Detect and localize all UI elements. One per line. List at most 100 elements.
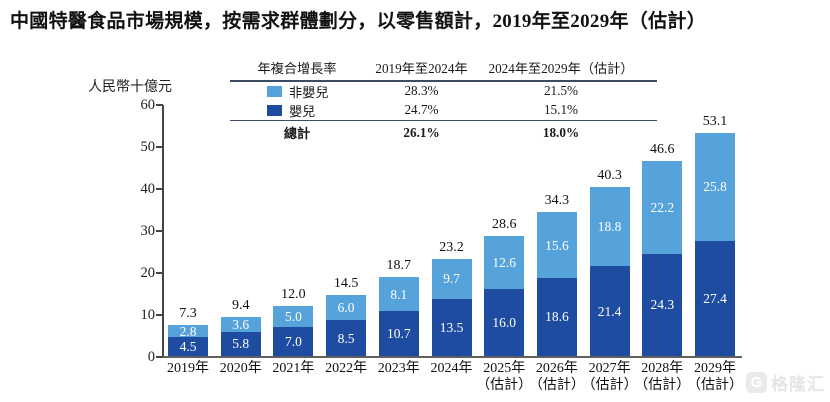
bar-segment-infant <box>695 240 735 356</box>
x-axis-label: 2022年 <box>325 361 368 376</box>
y-tick-label: 50 <box>140 139 156 155</box>
cagr-value: 15.1% <box>543 102 579 118</box>
x-axis-label: 2027年 （估計） <box>581 361 638 393</box>
bar-segment-infant <box>378 311 419 356</box>
total-value-label: 18.7 <box>386 258 412 274</box>
cagr-row-infant: 嬰兒 24.7% 15.1% <box>230 101 657 120</box>
x-axis-label: 2021年 <box>272 361 315 376</box>
segment-value-label-non-infant: 6.0 <box>337 300 355 316</box>
segment-value-label-infant: 4.5 <box>179 339 197 355</box>
legend-swatch-non-infant-icon <box>267 85 282 97</box>
segment-value-label-infant: 13.5 <box>439 320 464 336</box>
segment-value-label-non-infant: 9.7 <box>443 271 460 287</box>
y-tick-mark <box>156 356 163 358</box>
cagr-header-2024-2029: 2024年至2029年（估計） <box>488 61 634 76</box>
legend-item-infant: 嬰兒 <box>230 101 364 120</box>
cagr-table: 年複合增長率 2019年至2024年 2024年至2029年（估計） 非嬰兒 2… <box>230 55 657 144</box>
x-axis-label: 2028年 （估計） <box>634 361 691 393</box>
bar-segment-non-infant <box>536 212 577 278</box>
segment-value-label-infant: 21.4 <box>597 303 622 319</box>
bar-segment-infant <box>642 253 683 356</box>
y-tick-mark <box>156 314 163 316</box>
bar-segment-non-infant <box>695 132 735 241</box>
x-axis-label: 2025年 （估計） <box>476 361 533 393</box>
legend-label-infant: 嬰兒 <box>289 103 316 119</box>
total-value-label: 7.3 <box>179 306 197 322</box>
x-axis-label: 2020年 <box>219 361 262 376</box>
bar-segment-non-infant <box>220 316 261 332</box>
cagr-row-non-infant: 非嬰兒 28.3% 21.5% <box>230 82 657 101</box>
segment-value-label-infant: 5.8 <box>232 336 250 352</box>
total-value-label: 40.3 <box>597 168 622 184</box>
segment-value-label-infant: 8.5 <box>337 330 355 346</box>
total-value-label: 34.3 <box>544 193 570 209</box>
segment-value-label-infant: 10.7 <box>386 326 411 342</box>
bar-segment-non-infant <box>273 305 314 327</box>
bar-segment-infant <box>589 266 630 356</box>
y-tick-label: 10 <box>140 307 156 323</box>
total-value-label: 46.6 <box>650 141 675 157</box>
bar-segment-non-infant <box>642 160 683 254</box>
segment-value-label-infant: 18.6 <box>545 309 569 325</box>
segment-value-label-infant: 27.4 <box>703 290 727 306</box>
y-axis-unit-label: 人民幣十億元 <box>88 80 172 95</box>
total-value-label: 53.1 <box>702 113 728 129</box>
segment-value-label-non-infant: 22.2 <box>650 199 675 215</box>
bar-segment-infant <box>168 337 208 356</box>
table-rule-bottom <box>230 119 657 122</box>
x-axis-label: 2024年 <box>430 361 473 376</box>
bar-segment-infant <box>273 326 314 356</box>
bar-segment-non-infant <box>378 277 419 312</box>
y-tick-label: 40 <box>140 181 156 197</box>
total-value-label: 28.6 <box>491 216 517 232</box>
segment-value-label-non-infant: 8.1 <box>390 286 408 302</box>
x-axis-label: 2026年 （估計） <box>528 361 585 393</box>
x-axis-line <box>163 355 742 358</box>
y-tick-mark <box>156 230 163 232</box>
segment-value-label-infant: 16.0 <box>492 314 516 330</box>
legend-label-non-infant: 非嬰兒 <box>289 84 329 100</box>
segment-value-label-non-infant: 3.6 <box>232 316 250 332</box>
y-tick-mark <box>156 272 163 274</box>
total-value-label: 12.0 <box>281 286 306 302</box>
segment-value-label-infant: 7.0 <box>284 333 302 349</box>
x-axis-label: 2019年 <box>167 361 209 376</box>
cagr-value: 28.3% <box>404 83 439 99</box>
total-value-label: 23.2 <box>439 239 464 255</box>
y-tick-mark <box>156 104 163 106</box>
cagr-header-metric: 年複合增長率 <box>257 61 337 76</box>
table-rule-top <box>230 80 657 82</box>
segment-value-label-infant: 24.3 <box>650 297 675 313</box>
y-tick-label: 0 <box>147 349 155 365</box>
gelonghui-watermark: G 格隆汇 <box>746 370 825 395</box>
cagr-value: 24.7% <box>404 102 439 118</box>
x-axis-label: 2029年 （估計） <box>687 361 743 393</box>
bar-segment-infant <box>484 288 525 356</box>
total-row-label: 總計 <box>283 126 311 142</box>
cagr-value: 21.5% <box>543 83 579 99</box>
y-tick-mark <box>156 146 163 148</box>
bar-segment-non-infant <box>326 295 367 321</box>
y-tick-label: 60 <box>140 97 156 113</box>
cagr-row-total: 總計 26.1% 18.0% <box>230 121 657 144</box>
bar-segment-non-infant <box>431 258 472 300</box>
bar-segment-infant <box>431 299 472 356</box>
y-tick-label: 30 <box>140 223 156 239</box>
total-value-label: 14.5 <box>333 276 359 292</box>
legend-swatch-infant-icon <box>267 104 282 116</box>
bar-segment-infant <box>326 320 367 356</box>
bar-segment-non-infant <box>168 325 208 338</box>
cagr-table-header-row: 年複合增長率 2019年至2024年 2024年至2029年（估計） <box>230 55 657 80</box>
bar-segment-infant <box>220 331 261 356</box>
y-tick-mark <box>156 188 163 190</box>
bar-segment-non-infant <box>589 187 630 267</box>
segment-value-label-non-infant: 15.6 <box>545 237 569 253</box>
total-cagr-2024-2029: 18.0% <box>542 124 580 140</box>
segment-value-label-non-infant: 5.0 <box>284 308 302 324</box>
segment-value-label-non-infant: 18.8 <box>597 219 622 235</box>
cagr-header-2019-2024: 2019年至2024年 <box>375 61 468 76</box>
watermark-text: 格隆汇 <box>771 375 825 394</box>
bar-segment-infant <box>536 277 577 356</box>
bar-segment-non-infant <box>484 235 525 289</box>
